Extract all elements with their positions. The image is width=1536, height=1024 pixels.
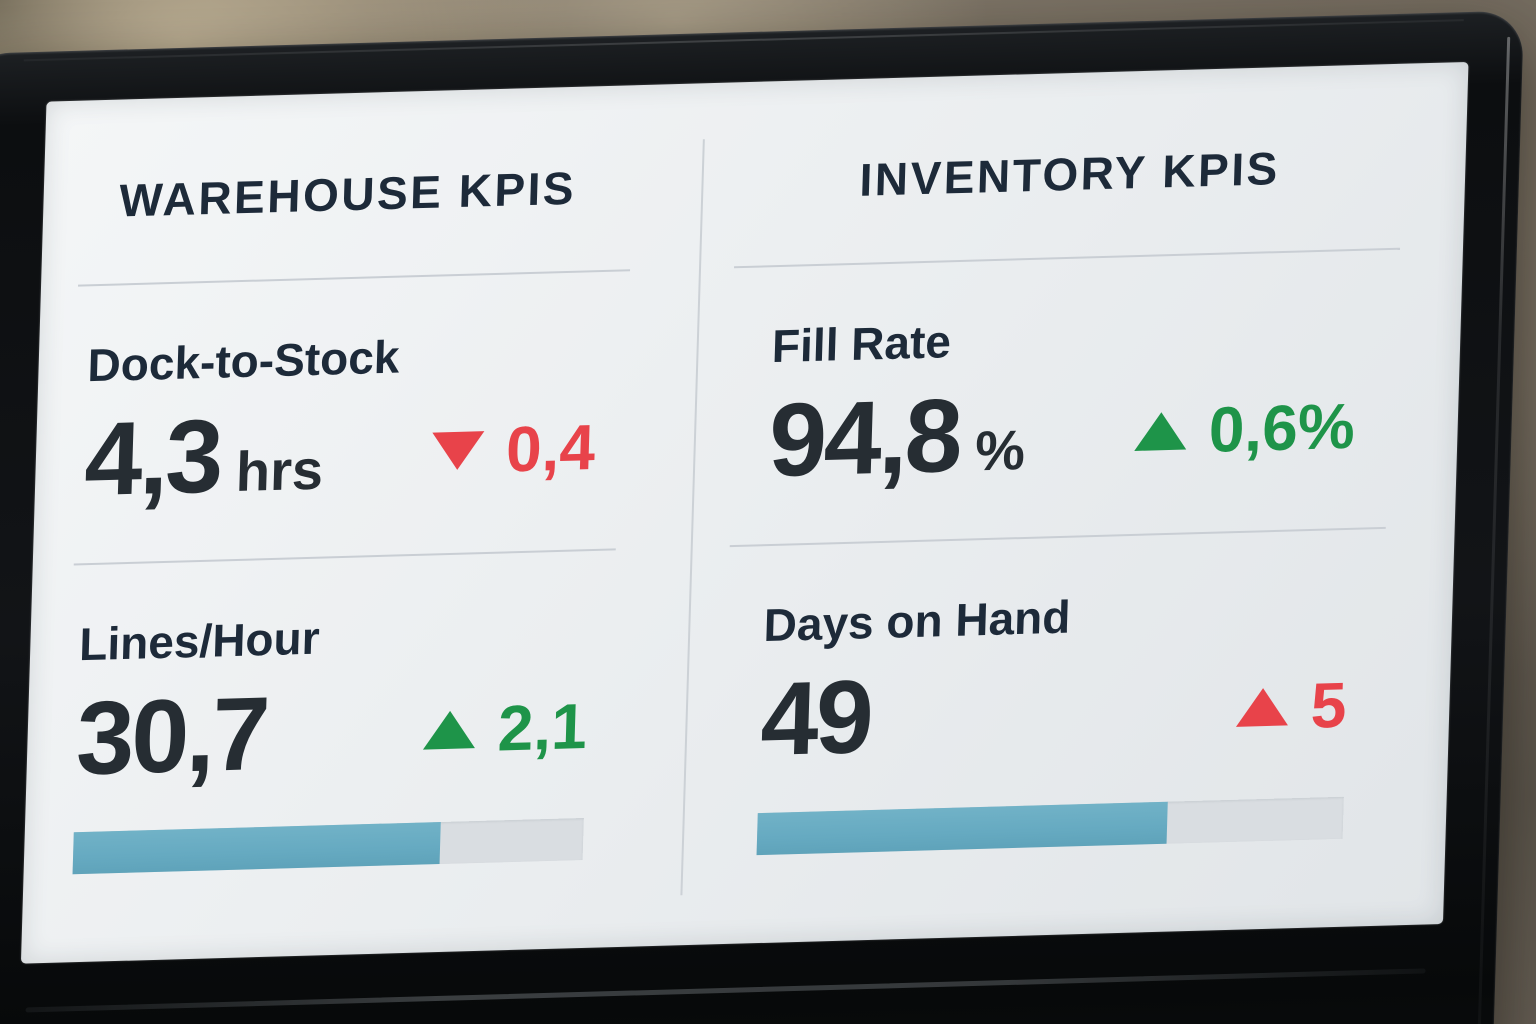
- metric-delta: 5: [1236, 668, 1348, 742]
- metric-value-group: 4,3 hrs: [83, 398, 325, 519]
- metric-fill-rate: Fill Rate 94,8 % 0,6%: [767, 303, 1359, 500]
- delta-value: 0,4: [505, 410, 597, 486]
- metric-unit: hrs: [235, 437, 325, 504]
- metric-value: 49: [759, 659, 873, 779]
- metric-delta: 0,4: [431, 410, 597, 486]
- metric-value-group: 94,8 %: [767, 377, 1027, 500]
- metric-value-row: 30,7 2,1: [74, 671, 589, 798]
- delta-value: 0,6%: [1207, 389, 1356, 466]
- metric-lines-per-hour: Lines/Hour 30,7 2,1: [74, 603, 591, 798]
- laptop-frame: WAREHOUSE KPIS Dock-to-Stock 4,3 hrs 0,4: [0, 10, 1525, 1024]
- header-divider: [734, 247, 1401, 269]
- warehouse-column-title: WAREHOUSE KPIS: [118, 161, 577, 227]
- metric-value-row: 4,3 hrs 0,4: [83, 392, 597, 519]
- metric-unit: %: [974, 418, 1026, 483]
- metric-label: Lines/Hour: [78, 611, 321, 671]
- inventory-progress-bar: [756, 797, 1344, 856]
- metric-delta: 2,1: [423, 689, 588, 765]
- inventory-column-title: INVENTORY KPIS: [858, 142, 1281, 206]
- metric-value: 4,3: [83, 398, 223, 519]
- metric-value-group: 30,7: [74, 676, 285, 798]
- down-triangle-icon: [431, 430, 485, 471]
- metric-days-on-hand: Days on Hand 49 5: [759, 582, 1350, 779]
- inventory-kpis-column: INVENTORY KPIS Fill Rate 94,8 % 0,6%: [679, 62, 1468, 945]
- warehouse-progress-bar: [72, 818, 585, 875]
- metric-value-row: 49 5: [759, 650, 1348, 779]
- metric-value: 30,7: [74, 676, 269, 798]
- delta-value: 2,1: [496, 689, 588, 765]
- metric-divider: [73, 548, 617, 566]
- metric-dock-to-stock: Dock-to-Stock 4,3 hrs 0,4: [83, 324, 599, 519]
- warehouse-progress-fill: [72, 822, 442, 875]
- metric-label: Days on Hand: [762, 590, 1072, 652]
- warehouse-kpis-column: WAREHOUSE KPIS Dock-to-Stock 4,3 hrs 0,4: [21, 83, 705, 963]
- header-divider: [77, 269, 631, 287]
- metric-value-row: 94,8 % 0,6%: [767, 371, 1357, 500]
- kpi-dashboard-screen: WAREHOUSE KPIS Dock-to-Stock 4,3 hrs 0,4: [20, 61, 1469, 964]
- up-triangle-icon: [423, 709, 477, 750]
- metric-value-group: 49: [759, 659, 888, 779]
- up-triangle-icon: [1236, 687, 1290, 727]
- metric-label: Dock-to-Stock: [86, 330, 401, 392]
- delta-value: 5: [1309, 668, 1348, 742]
- laptop-hinge-groove: [25, 968, 1426, 1013]
- metric-delta: 0,6%: [1134, 389, 1356, 466]
- inventory-progress-fill: [756, 802, 1169, 856]
- up-triangle-icon: [1134, 411, 1188, 451]
- metric-divider: [730, 527, 1386, 548]
- metric-label: Fill Rate: [771, 315, 952, 373]
- kpi-grid: WAREHOUSE KPIS Dock-to-Stock 4,3 hrs 0,4: [21, 62, 1469, 964]
- metric-value: 94,8: [767, 377, 962, 500]
